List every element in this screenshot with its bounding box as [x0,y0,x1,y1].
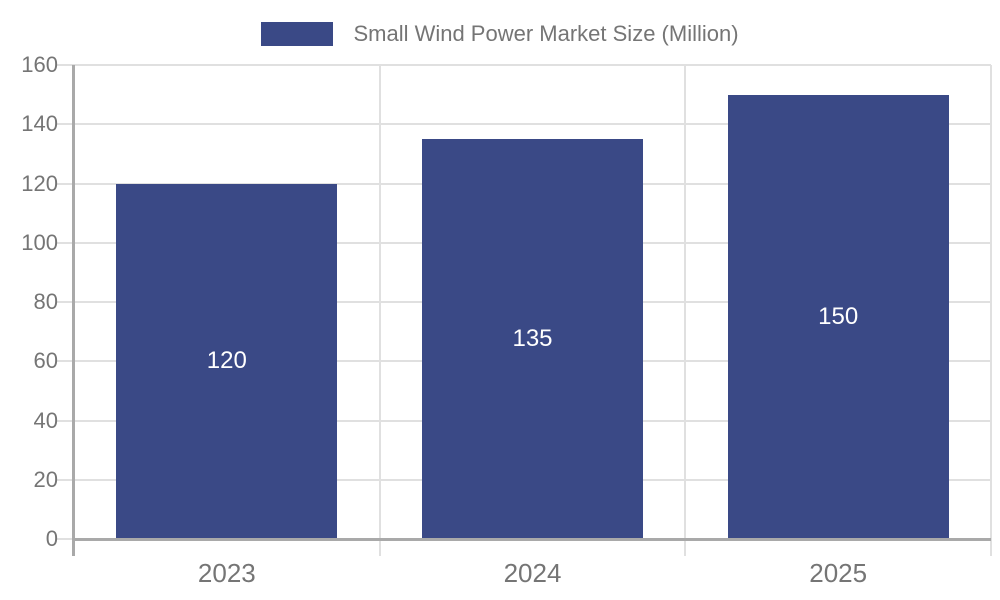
y-tick-label: 80 [33,289,58,314]
x-tick-label: 2024 [503,558,562,588]
bar-value-label: 135 [512,325,553,353]
category-divider [378,65,381,556]
x-axis-line [72,538,991,541]
y-tick-label: 0 [45,526,58,551]
y-tick [57,360,74,363]
y-tick [57,241,74,244]
bar-2023[interactable] [116,183,338,539]
y-tick-label: 20 [33,466,58,492]
category-divider [990,65,992,556]
x-tick-label: 2023 [197,558,256,588]
y-tick [57,301,74,303]
bar-value-label: 120 [206,347,247,375]
y-tick-label: 160 [21,52,58,77]
bar-2025[interactable] [727,94,949,539]
y-axis-spine [72,65,75,556]
category-divider [684,65,687,556]
y-tick [57,182,74,185]
bar-2024[interactable] [422,139,643,539]
y-tick-label: 100 [21,229,58,255]
legend-swatch [261,22,334,46]
y-tick [57,478,74,481]
y-tick [57,123,74,126]
y-gridline [74,123,991,126]
legend-label: Small Wind Power Market Size (Million) [353,21,739,46]
legend-item[interactable]: Small Wind Power Market Size (Million) [0,20,1000,48]
y-tick [57,538,74,540]
y-tick-label: 40 [33,407,58,433]
y-tick-label: 120 [21,170,58,196]
y-tick [57,419,74,422]
y-tick-label: 60 [33,348,58,374]
y-tick [57,64,74,66]
plot-area: 0 20 40 60 80 100 120 140 160 120 2023 135 2024 150 20… [21,52,992,588]
y-tick-label: 140 [21,111,58,137]
bar-value-label: 150 [818,302,859,330]
x-tick-label: 2025 [809,558,868,588]
y-gridline [74,64,991,66]
